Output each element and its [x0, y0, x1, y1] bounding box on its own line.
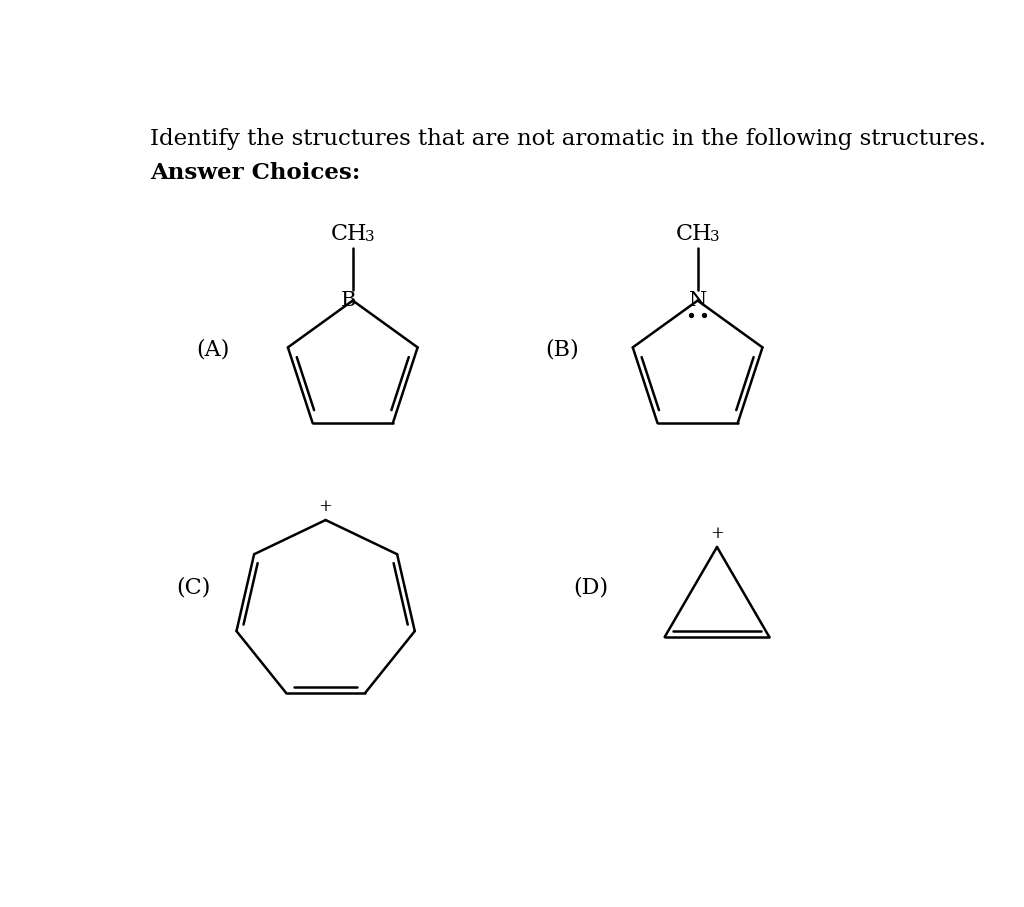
Text: (A): (A) [197, 338, 229, 360]
Text: N: N [688, 291, 707, 310]
Text: 3: 3 [710, 230, 720, 244]
Text: +: + [318, 498, 333, 514]
Text: B: B [341, 291, 356, 310]
Text: CH: CH [331, 222, 368, 245]
Text: Answer Choices:: Answer Choices: [150, 162, 360, 184]
Text: 3: 3 [365, 230, 375, 244]
Text: (B): (B) [545, 338, 579, 360]
Text: (D): (D) [573, 577, 608, 599]
Text: +: + [710, 524, 724, 541]
Text: (C): (C) [176, 577, 210, 599]
Text: CH: CH [676, 222, 712, 245]
Text: Identify the structures that are not aromatic in the following structures.: Identify the structures that are not aro… [150, 128, 986, 150]
